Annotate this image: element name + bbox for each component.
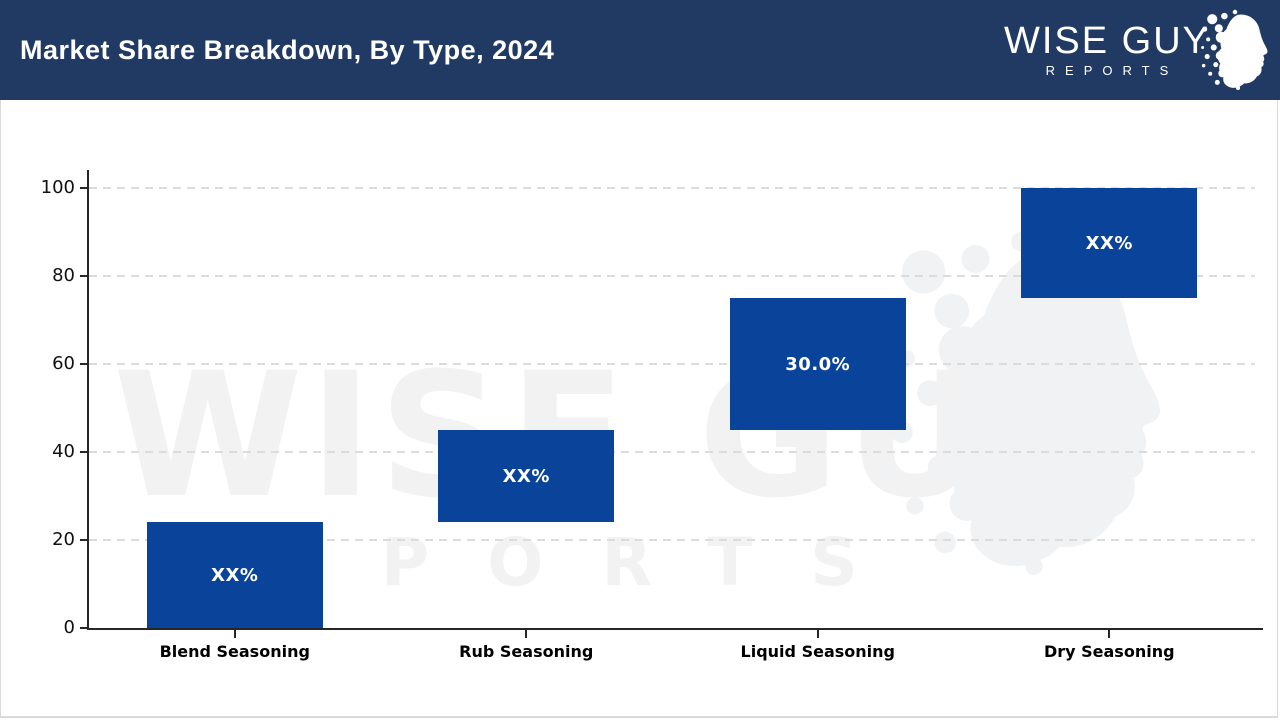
logo-wordmark: WISE GUY bbox=[1003, 19, 1210, 62]
gridline-60 bbox=[89, 363, 1255, 365]
bar-rub-seasoning: XX% bbox=[438, 430, 615, 523]
gridline-80 bbox=[89, 275, 1255, 277]
bar-liquid-seasoning: 30.0% bbox=[729, 298, 906, 430]
bar-value-label: 30.0% bbox=[785, 353, 851, 375]
header-bar: Market Share Breakdown, By Type, 2024 WI… bbox=[0, 0, 1280, 100]
bar-dry-seasoning: XX% bbox=[1021, 188, 1198, 298]
chart-title: Market Share Breakdown, By Type, 2024 bbox=[20, 34, 555, 65]
chart-area: WISE GUY REPORTS 0 20 40 60 80 100 XX% Blend Se… bbox=[0, 100, 1278, 718]
y-tick-20 bbox=[80, 539, 88, 541]
y-tick-label-80: 80 bbox=[52, 265, 75, 286]
x-tick-1 bbox=[525, 630, 528, 638]
x-tick-2 bbox=[816, 630, 819, 638]
x-category-label: Blend Seasoning bbox=[159, 642, 310, 661]
y-tick-label-40: 40 bbox=[52, 441, 75, 462]
gridline-40 bbox=[89, 451, 1255, 453]
y-tick-80 bbox=[80, 275, 88, 277]
x-axis-line bbox=[87, 628, 1263, 630]
y-axis-line bbox=[87, 170, 89, 630]
y-tick-60 bbox=[80, 363, 88, 365]
y-tick-100 bbox=[80, 187, 88, 189]
gridline-100 bbox=[89, 187, 1255, 189]
logo-face-icon bbox=[1196, 7, 1274, 93]
logo-subtitle: REPORTS bbox=[1045, 63, 1179, 79]
bar-blend-seasoning: XX% bbox=[146, 522, 323, 628]
y-tick-label-20: 20 bbox=[52, 529, 75, 550]
x-tick-0 bbox=[233, 630, 236, 638]
y-tick-40 bbox=[80, 451, 88, 453]
x-tick-3 bbox=[1108, 630, 1111, 638]
x-category-label: Liquid Seasoning bbox=[740, 642, 895, 661]
y-tick-label-60: 60 bbox=[52, 353, 75, 374]
x-category-label: Rub Seasoning bbox=[459, 642, 594, 661]
x-category-label: Dry Seasoning bbox=[1043, 642, 1175, 661]
bar-value-label: XX% bbox=[502, 465, 550, 487]
wiseguy-logo: WISE GUY REPORTS bbox=[1004, 7, 1280, 93]
y-tick-0 bbox=[80, 627, 88, 629]
gridline-20 bbox=[89, 539, 1255, 541]
y-tick-label-100: 100 bbox=[40, 177, 75, 198]
logo-text: WISE GUY REPORTS bbox=[1003, 19, 1210, 79]
bar-value-label: XX% bbox=[1085, 232, 1133, 254]
y-tick-label-0: 0 bbox=[63, 617, 75, 638]
bar-value-label: XX% bbox=[211, 564, 259, 586]
